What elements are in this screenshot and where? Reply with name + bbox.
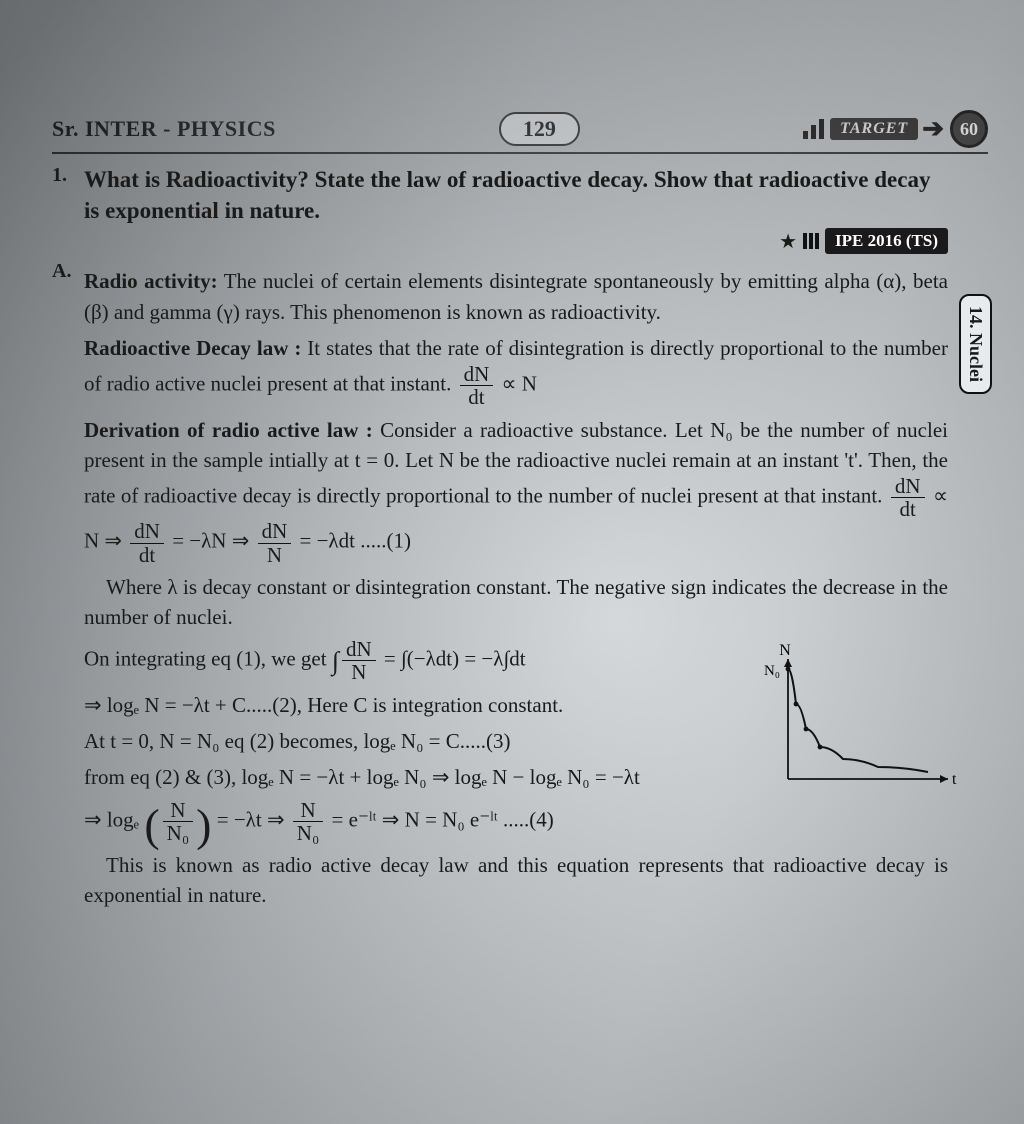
paren-left-icon: (	[144, 799, 159, 850]
decay-law-heading: Radioactive Decay law :	[84, 336, 301, 360]
derivation-para: Derivation of radio active law : Conside…	[84, 415, 948, 566]
eq-text: = e⁻ˡᵗ ⇒ N = N₀ e⁻ˡᵗ .....(4)	[332, 807, 554, 831]
content-region: 14. Nuclei 1. What is Radioactivity? Sta…	[52, 164, 988, 911]
svg-text:N: N	[779, 642, 791, 659]
question-row: 1. What is Radioactivity? State the law …	[52, 164, 948, 226]
arrow-right-icon: ➔	[922, 114, 944, 144]
eq1-frac-b: dNdt	[130, 520, 164, 565]
signal-bars-icon	[803, 119, 824, 139]
decay-law-para: Radioactive Decay law : It states that t…	[84, 333, 948, 409]
decay-law-fraction: dN dt	[460, 363, 494, 408]
eq-text: = −λdt .....(1)	[294, 529, 411, 553]
eq-text: = −λN ⇒	[167, 529, 255, 553]
int-frac: dNN	[342, 638, 376, 683]
svg-text:t: t	[952, 771, 957, 788]
radio-activity-para: Radio activity: The nuclei of certain el…	[84, 266, 948, 327]
frac-den: N	[258, 544, 292, 566]
header-title: Sr. INTER - PHYSICS	[52, 116, 276, 142]
question-number: 1.	[52, 164, 74, 187]
star-icon: ★	[779, 229, 797, 254]
eq4-frac1: NN₀	[163, 799, 194, 844]
page-number-badge: 129	[499, 112, 580, 146]
lambda-note: Where λ is decay constant or disintegrat…	[84, 572, 948, 633]
page-header: Sr. INTER - PHYSICS 129 TARGET ➔ 60	[52, 110, 988, 154]
frac-num: dN	[342, 638, 376, 661]
integral-sign-icon: ∫	[332, 647, 339, 676]
frac-num: dN	[130, 520, 164, 543]
target-label: TARGET	[830, 118, 918, 140]
frac-num: N	[293, 799, 324, 822]
eq4-frac2: NN₀	[293, 799, 324, 844]
derivation-heading: Derivation of radio active law :	[84, 418, 373, 442]
frac-num: dN	[460, 363, 494, 386]
target-score-badge: 60	[950, 110, 988, 148]
conclusion: This is known as radio active decay law …	[84, 850, 948, 911]
frac-num: N	[163, 799, 194, 822]
mini-bars-icon	[803, 233, 819, 249]
target-cluster: TARGET ➔ 60	[803, 110, 988, 148]
eq1-frac-a: dNdt	[891, 475, 925, 520]
frac-den: dt	[460, 386, 494, 408]
question-text: What is Radioactivity? State the law of …	[84, 164, 948, 226]
frac-den: dt	[130, 544, 164, 566]
answer-label: A.	[52, 260, 74, 283]
frac-den: N	[342, 661, 376, 683]
integrate-lead: On integrating eq (1), we get	[84, 647, 332, 671]
exam-badge-row: ★ IPE 2016 (TS)	[52, 228, 948, 254]
paren-right-icon: )	[196, 799, 211, 850]
frac-den: dt	[891, 498, 925, 520]
answer-block: A. Radio activity: The nuclei of certain…	[52, 260, 948, 911]
svg-text:N₀: N₀	[764, 663, 780, 679]
eq-text: = ∫(−λdt) = −λ∫dt	[379, 647, 526, 671]
decay-curve-chart: tNN₀	[758, 649, 958, 809]
frac-den: N₀	[293, 822, 324, 844]
chapter-side-tab: 14. Nuclei	[959, 294, 992, 394]
eq-text: ⇒ logₑ	[84, 807, 139, 831]
decay-law-rhs: ∝ N	[496, 372, 537, 396]
frac-num: dN	[258, 520, 292, 543]
radio-activity-heading: Radio activity:	[84, 269, 218, 293]
exam-badge: IPE 2016 (TS)	[825, 228, 948, 254]
frac-den: N₀	[163, 822, 194, 844]
eq-text: = −λt ⇒	[217, 807, 290, 831]
frac-num: dN	[891, 475, 925, 498]
eq1-frac-c: dNN	[258, 520, 292, 565]
